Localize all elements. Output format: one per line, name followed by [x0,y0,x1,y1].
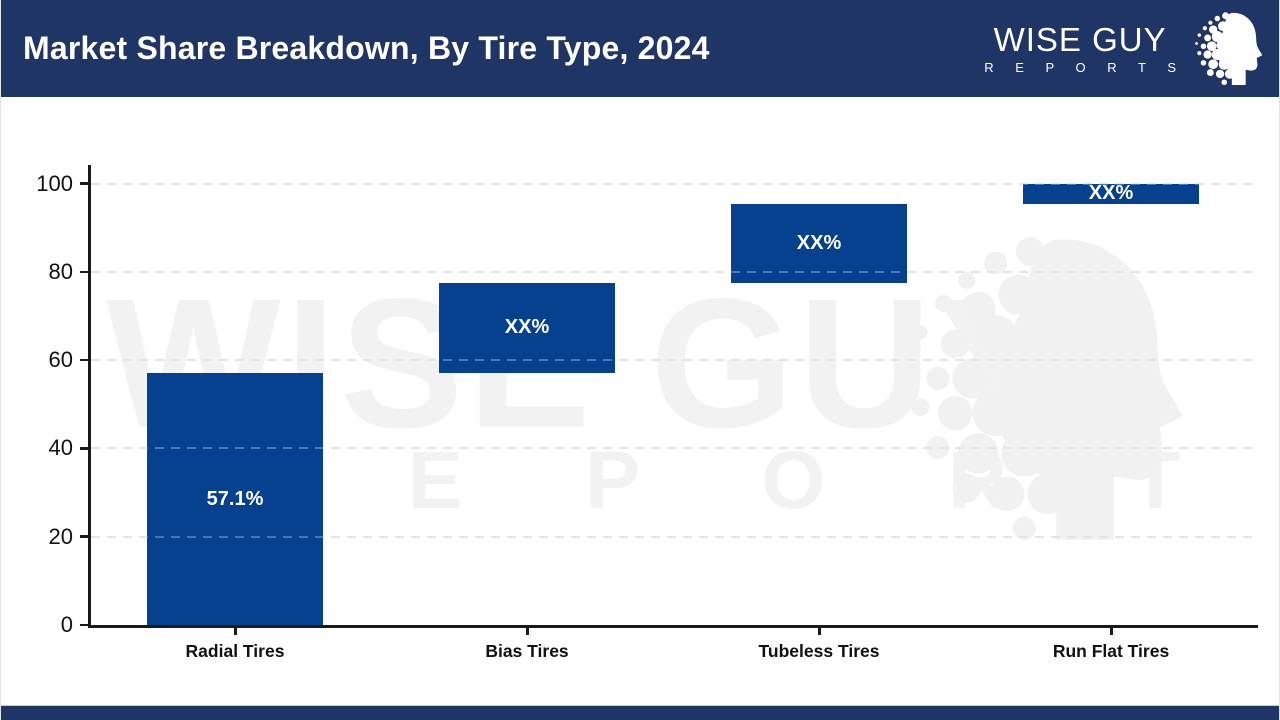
y-tick-40 [80,447,89,450]
y-tick-label-40: 40 [48,435,73,461]
y-tick-60 [80,358,89,362]
x-tick-bias-tires [526,627,529,635]
logo-subtitle: R E P O R T S [984,59,1185,75]
x-axis-label-tubeless-tires: Tubeless Tires [758,641,880,661]
gridline-80 [91,270,1259,273]
x-axis-label-bias-tires: Bias Tires [485,641,569,661]
y-tick-20 [80,535,89,538]
bar-radial-tires: 57.1% [147,373,323,625]
footer-bar [1,705,1279,720]
x-axis-label-radial-tires: Radial Tires [185,641,285,661]
y-tick-100 [80,182,89,185]
bar-run-flat-tires: XX% [1023,182,1199,205]
bar-tubeless-tires: XX% [731,203,907,283]
y-axis-line [88,165,91,627]
gridline-over-40 [91,447,1259,450]
gridline-20 [91,535,1259,538]
y-tick-label-0: 0 [60,612,73,637]
y-tick-label-100: 100 [36,170,73,196]
gridline-60 [91,359,1259,362]
logo-wordmark: WISE GUY [993,20,1167,58]
gridline-over-60 [91,359,1259,362]
gridline-100 [91,182,1259,185]
bar-value-label-tubeless-tires: XX% [796,231,842,254]
x-tick-radial-tires [234,627,237,635]
gridline-over-20 [91,535,1259,538]
y-tick-label-20: 20 [48,523,73,549]
bar-value-label-radial-tires: 57.1% [206,487,264,510]
gridline-over-100 [91,182,1259,185]
y-tick-label-80: 80 [48,258,73,284]
logo-text: WISE GUY R E P O R T S [975,23,1185,75]
x-axis-label-run-flat-tires: Run Flat Tires [1052,641,1170,661]
bar-bias-tires: XX% [439,282,615,373]
wise-guy-reports-logo: WISE GUY R E P O R T S [975,9,1263,89]
bar-value-label-run-flat-tires: XX% [1088,182,1134,205]
x-tick-tubeless-tires [818,627,821,635]
y-tick-0 [80,623,89,627]
gridline-over-80 [91,270,1259,273]
logo-head-icon [1191,9,1263,89]
bar-value-label-bias-tires: XX% [504,316,550,339]
y-tick-label-60: 60 [48,347,73,373]
x-axis-line [88,625,1258,628]
header-band: Market Share Breakdown, By Tire Type, 20… [1,0,1279,97]
x-tick-run-flat-tires [1110,627,1113,635]
page-title: Market Share Breakdown, By Tire Type, 20… [23,30,710,66]
y-tick-80 [80,270,89,274]
gridline-40 [91,447,1259,450]
watermark-subtitle: R E P O R T S [226,435,1279,526]
